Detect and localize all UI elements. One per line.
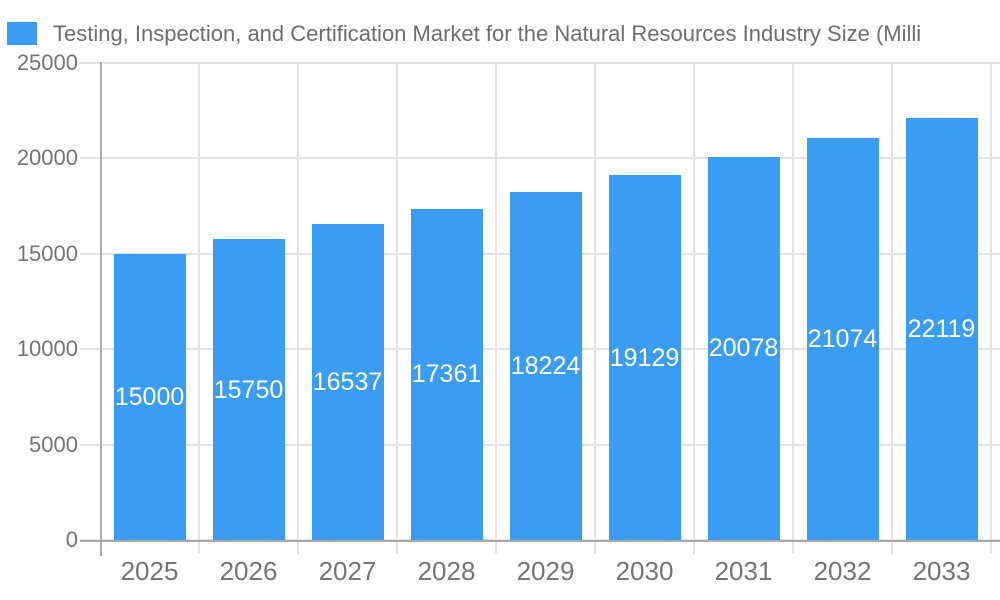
x-axis-tick — [198, 542, 200, 554]
bar-value-label: 20078 — [708, 334, 779, 363]
bar — [212, 239, 285, 540]
x-axis-tick — [297, 542, 299, 554]
x-axis-tick — [495, 542, 497, 554]
bar — [410, 208, 483, 540]
x-tick-label: 2028 — [417, 556, 476, 586]
x-tick-label: 2031 — [714, 556, 773, 586]
bar-value-label: 22119 — [907, 314, 976, 343]
x-gridline — [297, 63, 299, 540]
bar — [806, 137, 879, 540]
y-gridline — [80, 62, 1000, 64]
bar-value-label: 21074 — [807, 324, 878, 353]
bar — [905, 117, 978, 540]
y-axis-line — [100, 62, 102, 556]
y-tick-label: 15000 — [16, 240, 78, 266]
bar-value-label: 15750 — [213, 375, 284, 404]
x-tick-label: 2032 — [813, 556, 872, 586]
bar-value-label: 15000 — [114, 382, 185, 411]
x-tick-label: 2025 — [120, 556, 179, 586]
x-gridline — [396, 63, 398, 540]
bar — [113, 253, 186, 540]
y-gridline — [80, 157, 1000, 160]
x-axis-line — [80, 540, 1000, 542]
x-gridline — [693, 63, 695, 540]
x-gridline — [792, 63, 794, 540]
x-axis-tick — [792, 542, 794, 554]
bar-value-label: 18224 — [510, 352, 581, 381]
chart-title: Testing, Inspection, and Certification M… — [53, 21, 922, 46]
x-axis-tick — [396, 542, 398, 554]
x-gridline — [990, 63, 992, 540]
y-tick-label: 0 — [65, 527, 78, 552]
bar-value-label: 17361 — [411, 360, 482, 389]
chart-header: Testing, Inspection, and Certification M… — [0, 0, 1000, 56]
bar — [311, 224, 384, 540]
y-tick-label: 25000 — [16, 50, 78, 75]
x-gridline — [891, 63, 893, 540]
bar — [509, 192, 582, 540]
y-tick-label: 10000 — [16, 336, 78, 362]
x-gridline — [495, 63, 497, 540]
x-axis-tick — [990, 542, 992, 554]
bar — [608, 175, 681, 540]
y-tick-label: 20000 — [16, 145, 78, 171]
bar-value-label: 16537 — [312, 368, 383, 397]
x-axis-tick — [693, 542, 695, 554]
x-tick-label: 2026 — [219, 556, 278, 586]
bar-value-label: 19129 — [609, 343, 680, 372]
x-tick-label: 2027 — [318, 556, 377, 586]
x-gridline — [594, 63, 596, 540]
x-tick-label: 2030 — [615, 556, 674, 586]
x-axis-tick — [891, 542, 893, 554]
x-tick-label: 2033 — [912, 556, 971, 586]
x-tick-label: 2029 — [516, 556, 575, 586]
bar — [707, 156, 780, 540]
x-gridline — [198, 63, 200, 540]
legend-swatch — [7, 22, 37, 45]
x-axis-tick — [594, 542, 596, 554]
y-tick-label: 5000 — [29, 431, 78, 457]
